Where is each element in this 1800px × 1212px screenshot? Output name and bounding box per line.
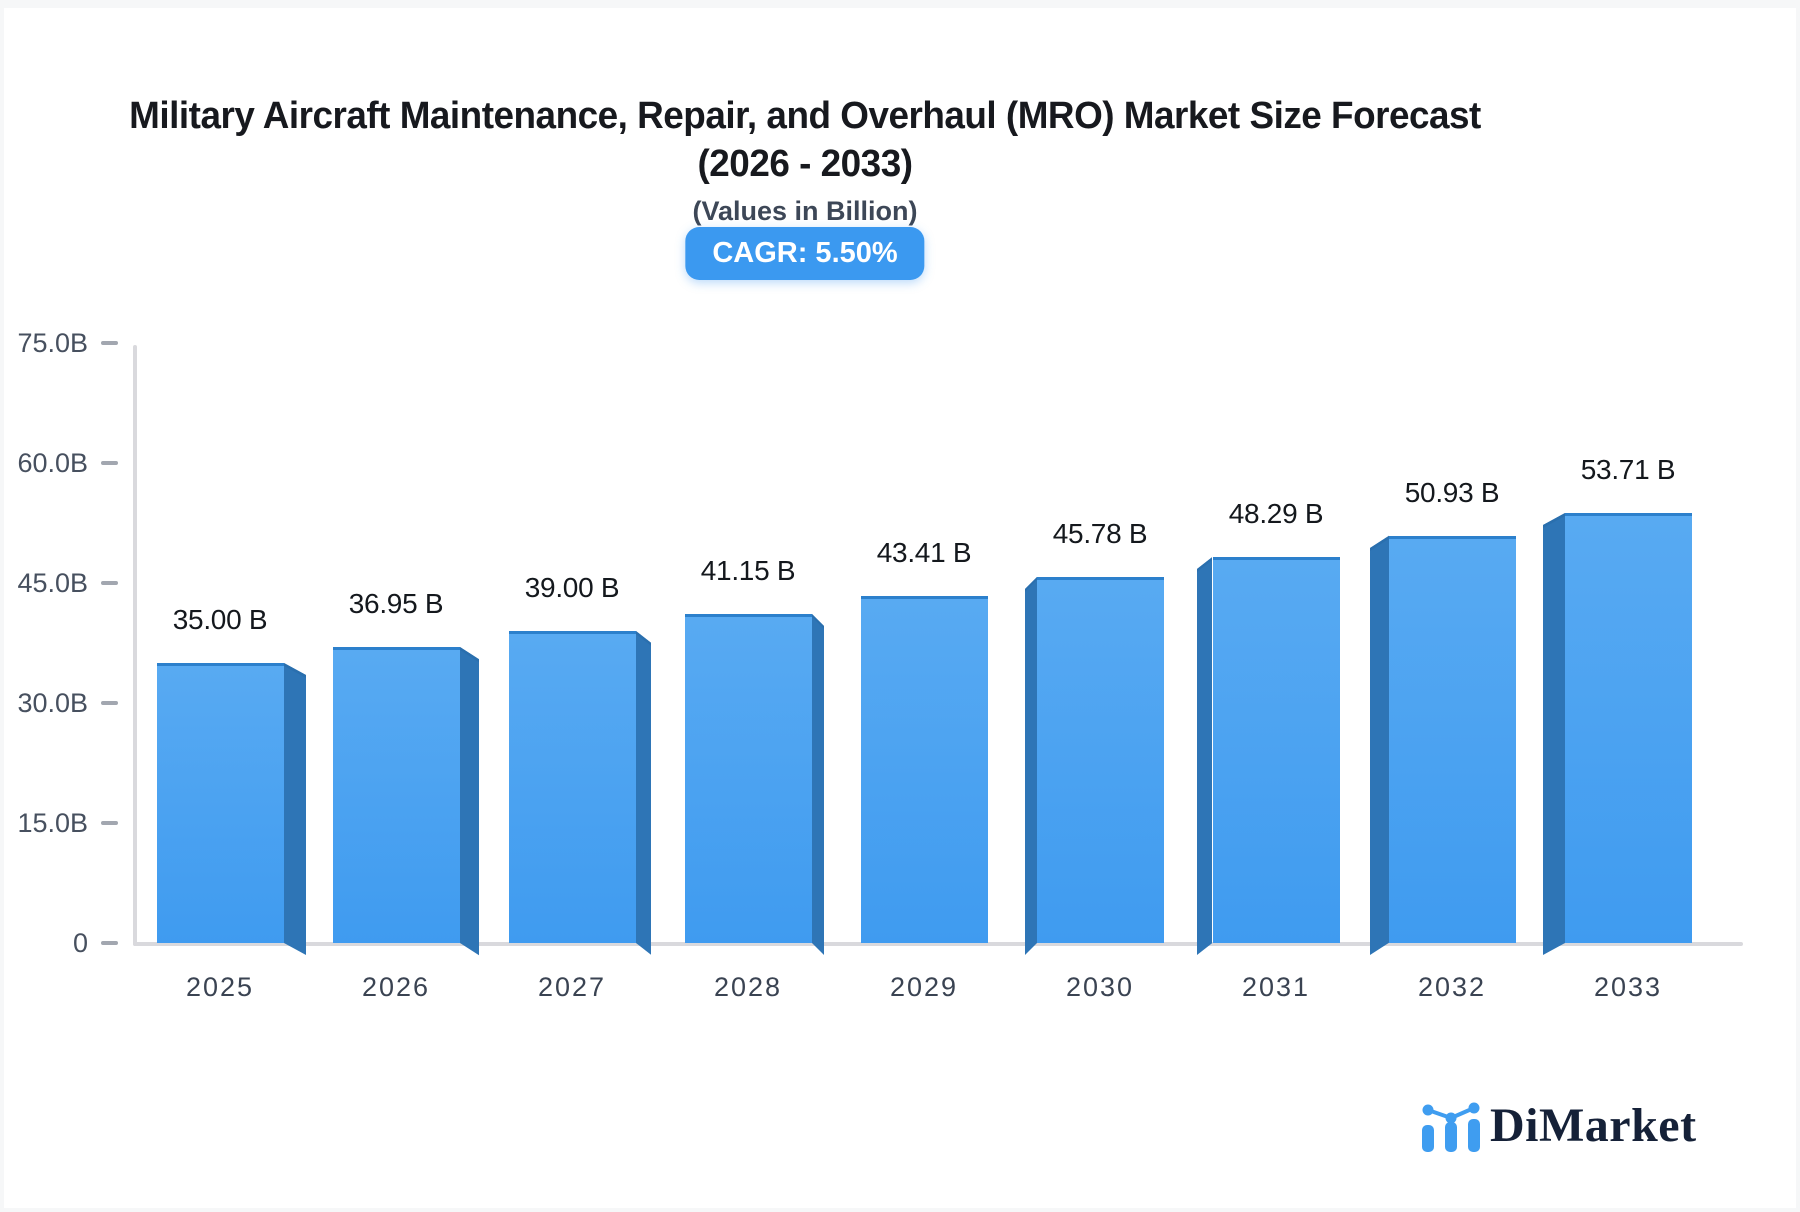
bar-3d-side — [1542, 513, 1565, 955]
y-axis-tick-label: 45.0B — [17, 568, 88, 598]
y-axis-tick-mark — [101, 341, 118, 345]
bar-2033[interactable] — [1564, 513, 1692, 943]
bar-2027[interactable] — [508, 631, 636, 943]
y-axis-tick-mark — [101, 461, 118, 465]
window-frame-top — [0, 0, 1800, 8]
y-axis-tick-mark — [101, 941, 118, 945]
bar-value-label: 41.15 B — [700, 554, 796, 586]
window-frame-bottom — [0, 1208, 1800, 1212]
y-axis-tick-label: 15.0B — [17, 808, 88, 838]
bar-3d-side — [1024, 576, 1037, 955]
x-axis-label-2028: 2028 — [713, 972, 783, 1002]
y-axis-line — [133, 345, 137, 946]
bar-2025[interactable] — [156, 663, 284, 943]
y-axis-tick-label: 60.0B — [17, 448, 88, 478]
x-axis-label-2027: 2027 — [537, 972, 607, 1002]
y-axis-tick-label: 30.0B — [17, 688, 88, 718]
bar-2026[interactable] — [332, 647, 460, 943]
x-axis-label-2032: 2032 — [1417, 972, 1487, 1002]
x-axis-label-2026: 2026 — [361, 972, 431, 1002]
bar-2028[interactable] — [684, 613, 812, 943]
logo-text: DiMarket — [1490, 1099, 1697, 1152]
chart-header: Military Aircraft Maintenance, Repair, a… — [0, 0, 1610, 300]
x-axis-label-2029: 2029 — [889, 972, 959, 1002]
bar-3d-side — [283, 663, 306, 955]
x-axis-label-2025: 2025 — [185, 972, 255, 1002]
y-axis-tick-mark — [101, 581, 118, 585]
page-title-line-2: (2026 - 2033) — [697, 143, 913, 185]
bar-value-label: 48.29 B — [1228, 497, 1324, 529]
y-axis-tick-mark — [101, 701, 118, 705]
chart-subtitle: (Values in Billion) — [692, 196, 918, 226]
bar-value-label: 36.95 B — [348, 588, 444, 620]
window-frame-left — [0, 0, 4, 1212]
bar-3d-side — [1369, 535, 1389, 955]
bar-2031[interactable] — [1212, 556, 1340, 943]
x-axis-label-2030: 2030 — [1065, 972, 1135, 1002]
bar-3d-side — [811, 613, 824, 955]
bar-value-label: 50.93 B — [1404, 476, 1500, 508]
bar-line-chart-icon — [1422, 1102, 1480, 1152]
page-title-line-1: Military Aircraft Maintenance, Repair, a… — [129, 95, 1481, 137]
bar-value-label: 39.00 B — [524, 572, 620, 603]
bar-value-label: 43.41 B — [876, 536, 972, 568]
window-frame-right — [1796, 0, 1800, 1212]
y-axis-tick-mark — [101, 821, 118, 825]
bar-3d-side — [459, 647, 479, 955]
bar-3d-side — [635, 631, 651, 955]
bar-2029[interactable] — [860, 595, 988, 943]
bar-value-label: 35.00 B — [172, 604, 268, 635]
x-axis-label-2031: 2031 — [1241, 972, 1311, 1002]
bar-value-label: 53.71 B — [1580, 454, 1676, 486]
bar-value-label: 45.78 B — [1052, 517, 1148, 549]
bar-2030[interactable] — [1036, 576, 1164, 943]
y-axis-tick-label: 75.0B — [17, 328, 88, 358]
dimarket-logo: DiMarket — [1421, 1094, 1701, 1164]
cagr-badge: CAGR: 5.50% — [685, 227, 925, 280]
y-axis-tick-label: 0 — [72, 928, 88, 958]
bar-2032[interactable] — [1388, 535, 1516, 943]
x-axis-label-2033: 2033 — [1593, 972, 1663, 1002]
bar-3d-side — [1197, 556, 1213, 955]
x-axis-line — [133, 942, 1743, 946]
